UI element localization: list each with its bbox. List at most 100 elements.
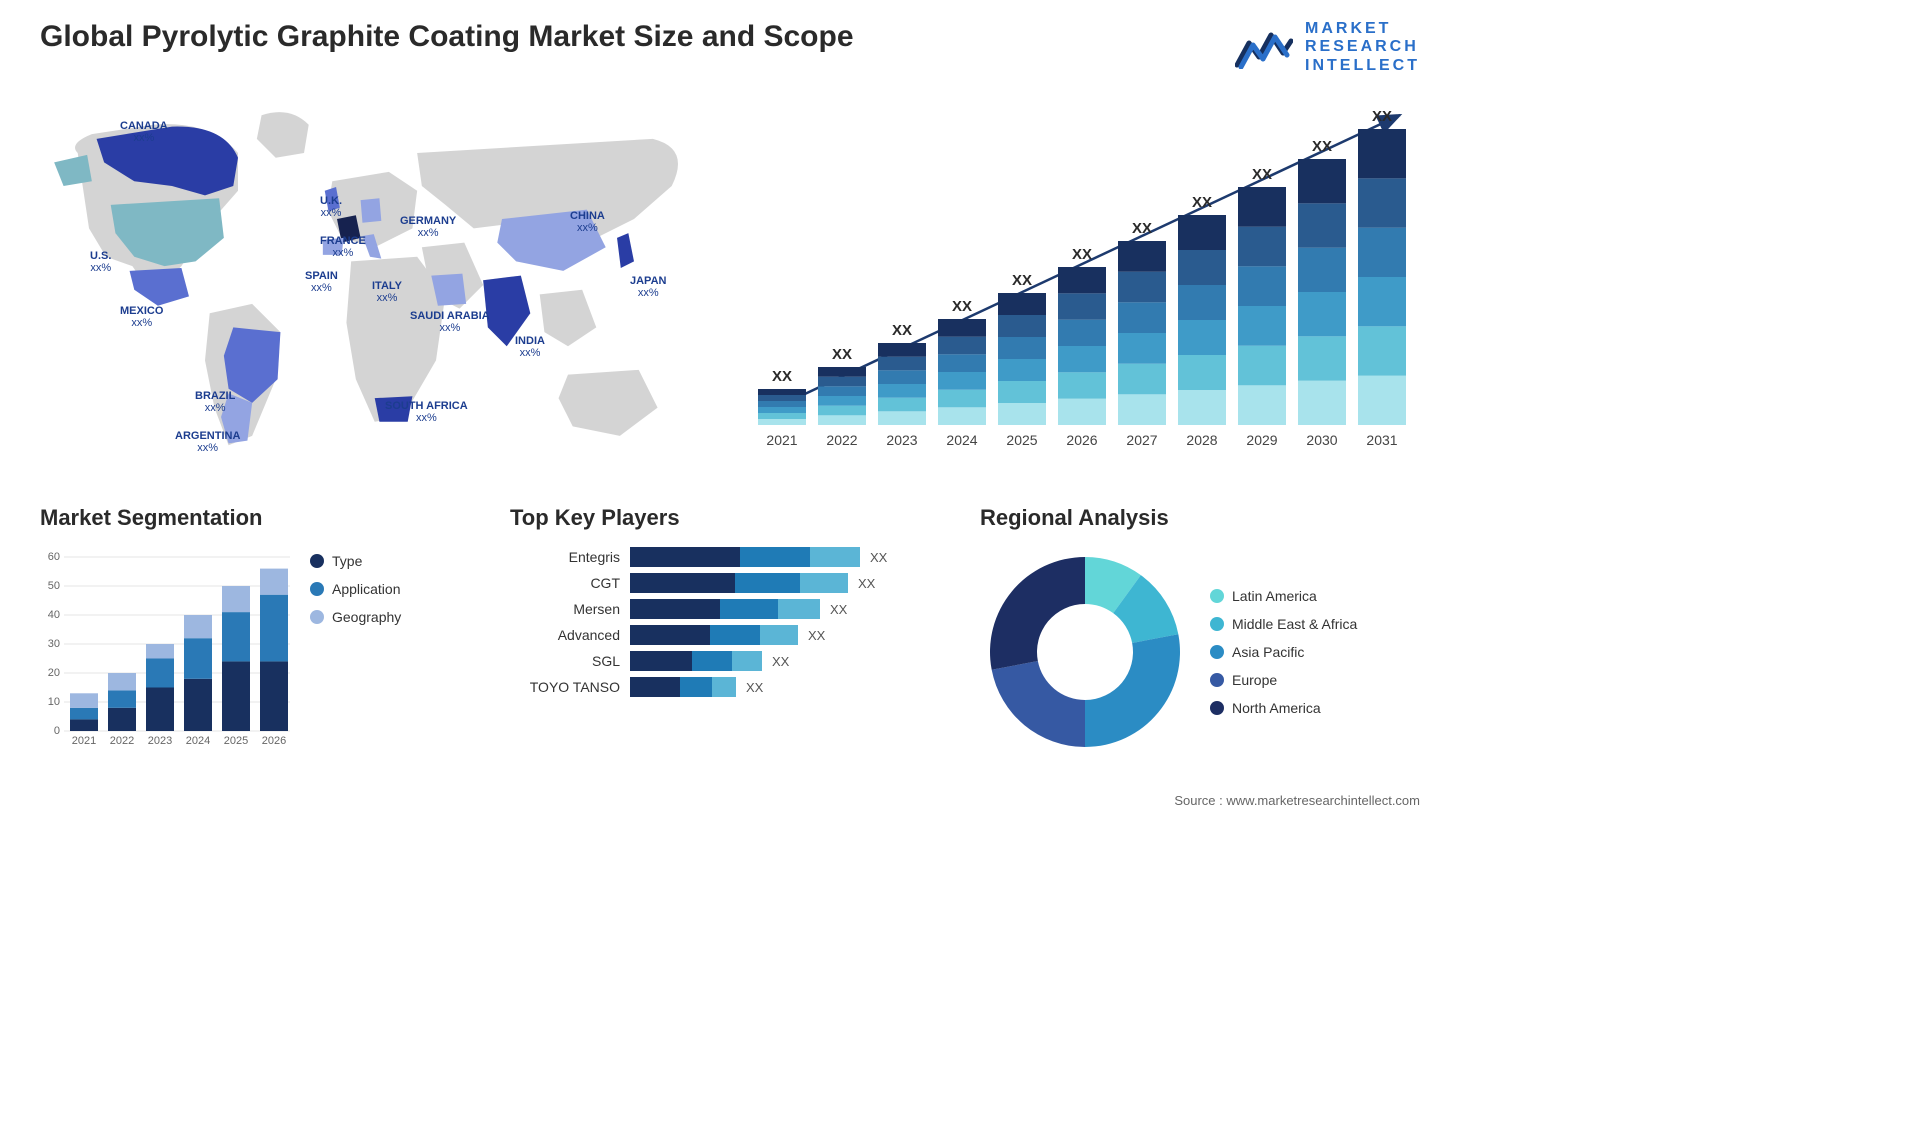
map-label-canada: CANADAxx% [120, 120, 168, 144]
map-label-spain: SPAINxx% [305, 270, 338, 294]
player-value: XX [858, 576, 875, 591]
source-label: Source : www.marketresearchintellect.com [1174, 793, 1420, 808]
legend-dot-icon [1210, 701, 1224, 715]
map-label-argentina: ARGENTINAxx% [175, 430, 240, 454]
svg-text:2022: 2022 [110, 735, 134, 747]
player-bar-segment [720, 599, 778, 619]
map-label-china: CHINAxx% [570, 210, 605, 234]
player-bar-segment [712, 677, 736, 697]
svg-text:XX: XX [1132, 220, 1152, 237]
player-row: Advanced XX [510, 625, 950, 645]
logo-text-1: MARKET [1305, 20, 1420, 38]
map-label-brazil: BRAZILxx% [195, 390, 235, 414]
legend-label: Asia Pacific [1232, 644, 1304, 660]
player-bar-segment [778, 599, 820, 619]
legend-dot-icon [310, 610, 324, 624]
svg-text:XX: XX [1312, 138, 1332, 155]
region-legend-item: Europe [1210, 672, 1357, 688]
player-bar-segment [630, 625, 710, 645]
svg-text:2029: 2029 [1246, 432, 1277, 448]
svg-text:2023: 2023 [886, 432, 917, 448]
player-bar-segment [630, 547, 740, 567]
map-label-saudi-arabia: SAUDI ARABIAxx% [410, 310, 490, 334]
svg-text:20: 20 [48, 667, 60, 679]
regional-title: Regional Analysis [980, 505, 1420, 531]
player-name: Advanced [510, 627, 620, 643]
player-value: XX [870, 550, 887, 565]
legend-dot-icon [1210, 617, 1224, 631]
player-bar-segment [810, 547, 860, 567]
svg-text:2024: 2024 [186, 735, 210, 747]
player-row: TOYO TANSO XX [510, 677, 950, 697]
player-name: TOYO TANSO [510, 679, 620, 695]
region-legend-item: Middle East & Africa [1210, 616, 1357, 632]
svg-text:2021: 2021 [72, 735, 96, 747]
svg-text:2025: 2025 [224, 735, 248, 747]
player-bar [630, 651, 762, 671]
svg-text:2021: 2021 [766, 432, 797, 448]
player-name: Mersen [510, 601, 620, 617]
svg-text:XX: XX [892, 322, 912, 339]
segmentation-svg: 0102030405060202120222023202420252026 [40, 547, 290, 747]
world-map: CANADAxx%U.S.xx%MEXICOxx%BRAZILxx%ARGENT… [40, 85, 700, 485]
map-label-japan: JAPANxx% [630, 275, 666, 299]
svg-text:2026: 2026 [1066, 432, 1097, 448]
svg-text:2026: 2026 [262, 735, 286, 747]
player-row: MersenXX [510, 599, 950, 619]
player-bar-segment [735, 573, 800, 593]
regional-donut [980, 547, 1190, 757]
player-value: XX [746, 680, 763, 695]
player-bar [630, 573, 848, 593]
player-bar-segment [680, 677, 712, 697]
legend-label: Application [332, 581, 401, 597]
player-bar-segment [630, 651, 692, 671]
svg-text:30: 30 [48, 638, 60, 650]
player-bar-segment [800, 573, 848, 593]
player-name: CGT [510, 575, 620, 591]
player-name: SGL [510, 653, 620, 669]
map-label-u-s-: U.S.xx% [90, 250, 111, 274]
map-label-germany: GERMANYxx% [400, 215, 456, 239]
world-map-svg [40, 85, 700, 485]
player-row: EntegrisXX [510, 547, 950, 567]
svg-text:10: 10 [48, 696, 60, 708]
svg-text:40: 40 [48, 609, 60, 621]
svg-text:2022: 2022 [826, 432, 857, 448]
svg-text:XX: XX [832, 346, 852, 363]
map-label-u-k-: U.K.xx% [320, 195, 342, 219]
svg-text:XX: XX [1072, 246, 1092, 263]
player-bar-segment [630, 573, 735, 593]
svg-text:2023: 2023 [148, 735, 172, 747]
svg-text:50: 50 [48, 580, 60, 592]
map-label-south-africa: SOUTH AFRICAxx% [385, 400, 468, 424]
player-row: CGT XX [510, 573, 950, 593]
logo-text-3: INTELLECT [1305, 57, 1420, 75]
player-value: XX [808, 628, 825, 643]
player-bar-segment [740, 547, 810, 567]
player-bar [630, 625, 798, 645]
player-bar-segment [710, 625, 760, 645]
player-bar-segment [732, 651, 762, 671]
player-bar-segment [630, 599, 720, 619]
segmentation-title: Market Segmentation [40, 505, 480, 531]
svg-text:2027: 2027 [1126, 432, 1157, 448]
svg-text:2028: 2028 [1186, 432, 1217, 448]
player-bar [630, 599, 820, 619]
region-legend-item: Latin America [1210, 588, 1357, 604]
player-row: SGLXX [510, 651, 950, 671]
svg-text:60: 60 [48, 551, 60, 563]
player-bar-segment [692, 651, 732, 671]
svg-text:XX: XX [1192, 194, 1212, 211]
legend-dot-icon [1210, 589, 1224, 603]
svg-text:XX: XX [1012, 272, 1032, 289]
svg-text:2031: 2031 [1366, 432, 1397, 448]
logo-icon [1235, 27, 1293, 69]
region-legend-item: North America [1210, 700, 1357, 716]
svg-text:XX: XX [1372, 108, 1392, 125]
segmentation-legend: TypeApplicationGeography [310, 547, 401, 747]
players-title: Top Key Players [510, 505, 950, 531]
growth-bar-chart: XX2021XX2022XX2023XX2024XX2025XX2026XX20… [740, 85, 1420, 485]
legend-label: Geography [332, 609, 401, 625]
legend-dot-icon [1210, 673, 1224, 687]
segmentation-panel: Market Segmentation 01020304050602021202… [40, 505, 480, 757]
